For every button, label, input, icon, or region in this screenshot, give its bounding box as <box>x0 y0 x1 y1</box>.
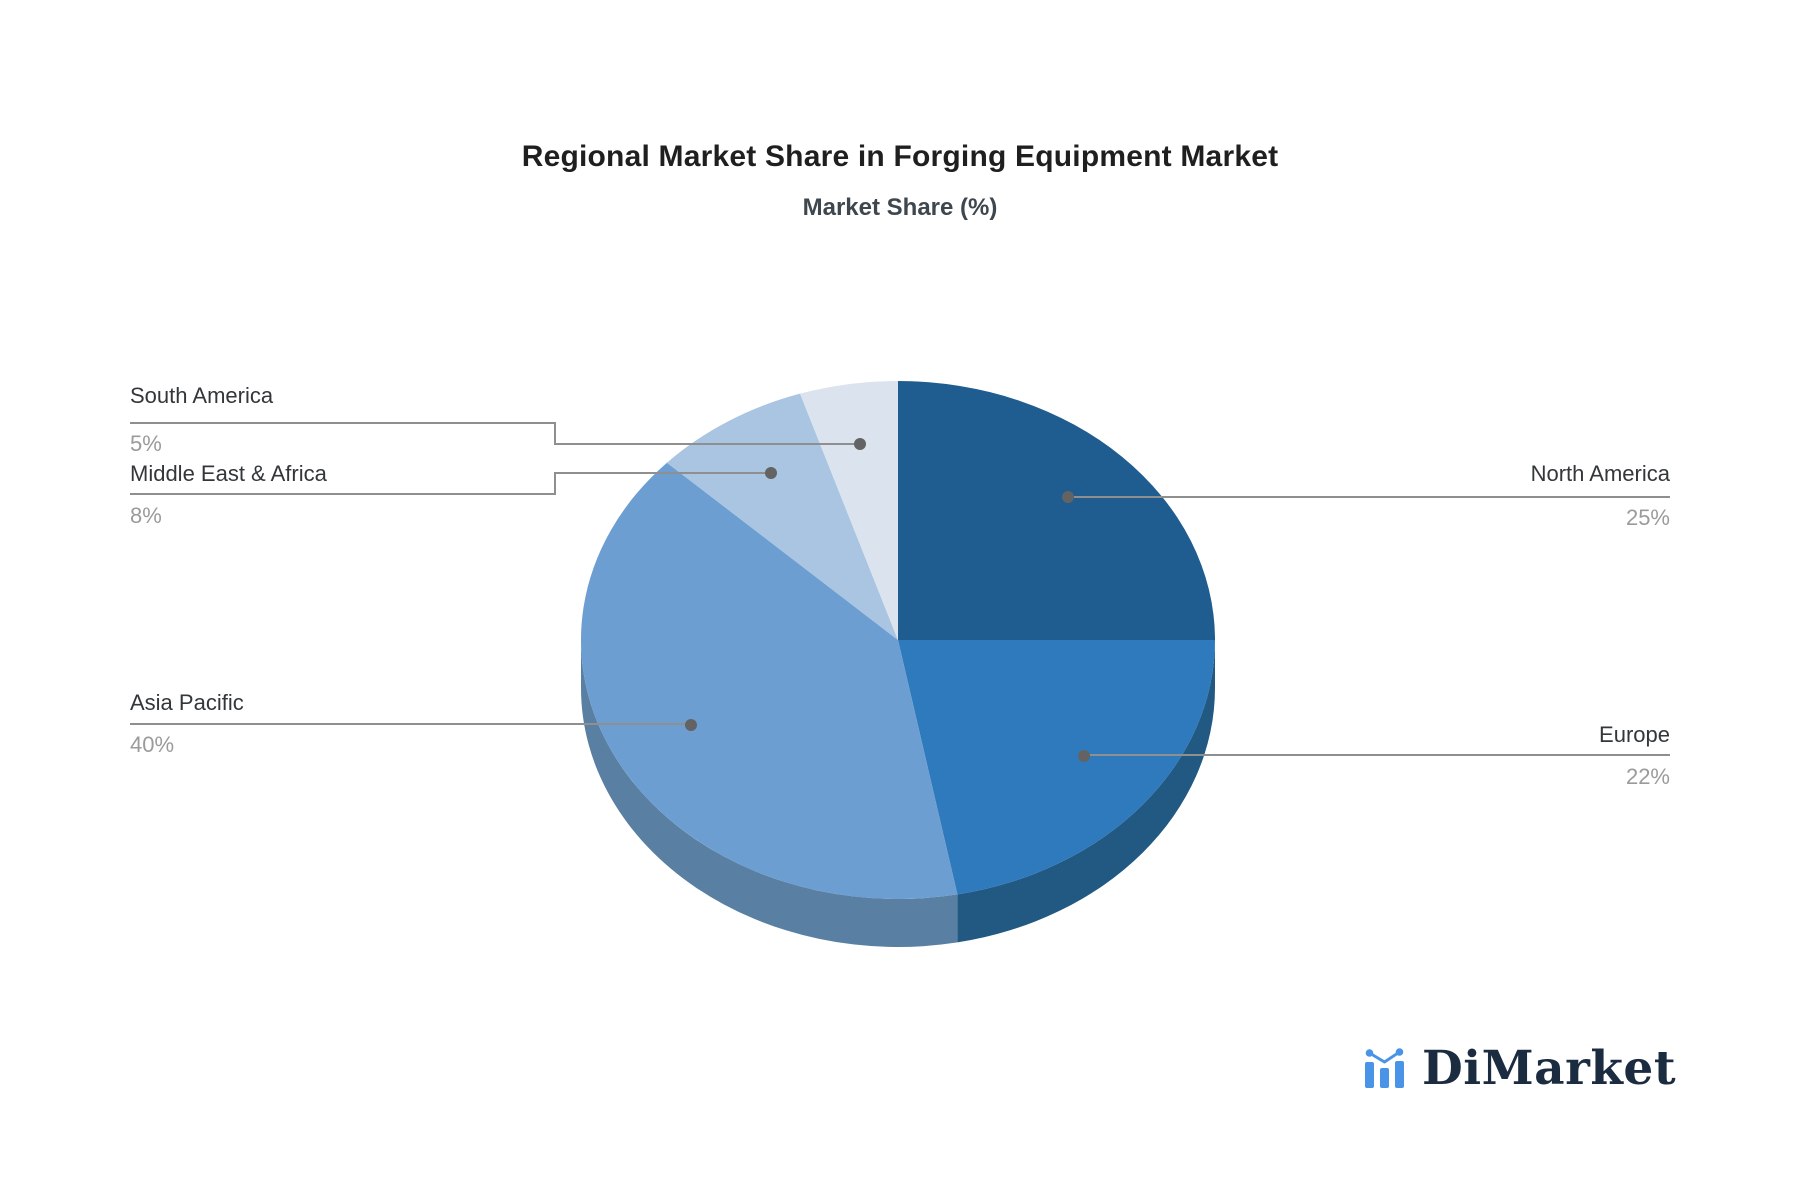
label-asia-pacific: Asia Pacific <box>130 690 244 715</box>
value-middle-east-africa: 8% <box>130 503 162 528</box>
callout-dot-south-america <box>854 438 866 450</box>
pie-slice-south-america[interactable] <box>800 381 898 640</box>
dimarket-logo: DiMarket <box>1364 1040 1676 1096</box>
pie-slice-side-asia-pacific <box>581 640 958 948</box>
chart-title: Regional Market Share in Forging Equipme… <box>521 140 1279 173</box>
callout-dot-asia-pacific <box>685 719 697 731</box>
callout-line-middle-east-africa <box>130 472 765 495</box>
bar-chart-trend-icon <box>1365 1048 1404 1088</box>
value-asia-pacific: 40% <box>130 732 175 757</box>
label-south-america: South America <box>130 383 274 408</box>
value-south-america: 5% <box>130 431 162 456</box>
pie-slice-asia-pacific[interactable] <box>580 462 958 899</box>
callout-dot-europe <box>1078 750 1090 762</box>
label-north-america: North America <box>1530 461 1670 486</box>
callout-dot-middle-east-africa <box>765 467 777 479</box>
pie-slice-north-america[interactable] <box>898 381 1215 640</box>
value-europe: 22% <box>1625 764 1670 789</box>
chart-subtitle: Market Share (%) <box>802 194 998 221</box>
pie-slice-middle-east-africa[interactable] <box>666 393 898 640</box>
callout-dot-north-america <box>1062 491 1074 503</box>
value-north-america: 25% <box>1625 505 1670 530</box>
pie-slice-europe[interactable] <box>898 640 1215 895</box>
dimarket-logo-text: DiMarket <box>1422 1040 1677 1096</box>
callout-line-south-america <box>130 422 854 445</box>
pie-slice-side-europe <box>957 640 1215 943</box>
label-europe: Europe <box>1599 722 1670 747</box>
label-middle-east-africa: Middle East & Africa <box>130 461 327 486</box>
